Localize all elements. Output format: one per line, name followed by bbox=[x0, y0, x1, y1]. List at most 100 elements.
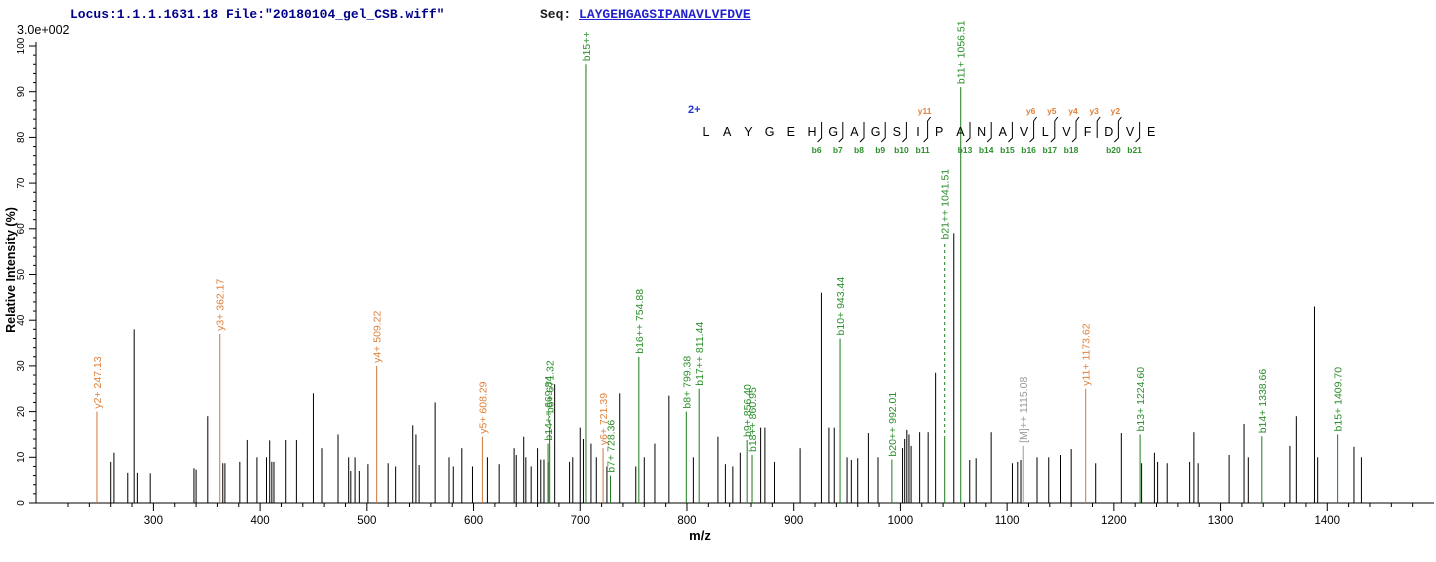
b-ion-tag: b20 bbox=[1106, 145, 1121, 155]
y-tick-label: 100 bbox=[16, 37, 27, 54]
base-peak-intensity-label: 3.0e+002 bbox=[17, 23, 70, 37]
y-ion-tag: y3 bbox=[1089, 106, 1099, 116]
residue-letter: V bbox=[1020, 125, 1029, 139]
y-ion-tag: y6 bbox=[1026, 106, 1036, 116]
y-tick-label: 30 bbox=[16, 360, 27, 372]
residue-letter: L bbox=[1042, 125, 1049, 139]
locus-file-label: Locus:1.1.1.1631.18 File:"20180104_gel_C… bbox=[70, 7, 445, 22]
axes bbox=[35, 42, 1434, 504]
cleavage-mark bbox=[1008, 122, 1013, 143]
fragment-label: b13+ 1224.60 bbox=[1135, 367, 1147, 432]
residue-letter: H bbox=[807, 125, 816, 139]
fragment-label: b15++ bbox=[581, 31, 593, 61]
fragment-label: y11+ 1173.62 bbox=[1081, 323, 1093, 386]
residue-letter: A bbox=[850, 125, 859, 139]
cleavage-mark bbox=[1071, 116, 1080, 143]
x-tick-label: 1400 bbox=[1314, 515, 1340, 527]
y-ion-tag: y4 bbox=[1068, 106, 1078, 116]
residue-letter: F bbox=[1084, 125, 1092, 139]
b-ion-tag: b6 bbox=[812, 145, 822, 155]
cleavage-mark bbox=[1096, 116, 1101, 138]
fragment-label: b7+ 728.36 bbox=[606, 420, 618, 473]
residue-letter: A bbox=[999, 125, 1008, 139]
y-tick-label: 70 bbox=[16, 177, 27, 189]
x-tick-label: 900 bbox=[784, 515, 803, 527]
b-ion-tag: b13 bbox=[958, 145, 973, 155]
residue-letter: N bbox=[977, 125, 986, 139]
residue-letter: A bbox=[956, 125, 965, 139]
fragment-label: b14++ 669.84 bbox=[543, 376, 555, 441]
fragment-label: b10+ 943.44 bbox=[835, 277, 847, 336]
fragment-label: b17++ 811.44 bbox=[694, 322, 706, 386]
residue-letter: A bbox=[723, 125, 732, 139]
fragment-label: b15+ 1409.70 bbox=[1333, 367, 1345, 432]
fragment-label: y3+ 362.17 bbox=[215, 278, 227, 330]
residue-letter: G bbox=[871, 125, 881, 139]
cleavage-mark bbox=[1114, 116, 1122, 143]
residue-letter: S bbox=[893, 125, 901, 139]
sequence-header: Seq: LAYGEHGAGSIPANAVLVFDVE bbox=[540, 7, 751, 22]
x-axis-title: m/z bbox=[689, 528, 711, 543]
y-tick-label: 90 bbox=[16, 86, 27, 98]
precursor-charge-label: 2+ bbox=[688, 104, 701, 116]
b-ion-tag: b16 bbox=[1021, 145, 1036, 155]
b-ion-tag: b10 bbox=[894, 145, 909, 155]
fragment-label: b20++ 992.01 bbox=[887, 392, 899, 457]
cleavage-mark bbox=[923, 116, 931, 143]
residue-letter: V bbox=[1126, 125, 1135, 139]
y-ion-tag: y5 bbox=[1047, 106, 1057, 116]
x-tick-label: 800 bbox=[677, 515, 696, 527]
fragment-label: b14+ 1338.66 bbox=[1257, 369, 1269, 434]
fragment-label: y5+ 608.29 bbox=[477, 381, 489, 433]
y-tick-label: 50 bbox=[16, 269, 27, 281]
fragment-label: b6+ 671.32 bbox=[545, 360, 557, 413]
residue-letter: E bbox=[1147, 125, 1155, 139]
y-ion-tag: y11 bbox=[918, 106, 932, 116]
b-ion-tag: b21 bbox=[1127, 145, 1142, 155]
fragment-label: b18++ 860.95 bbox=[747, 387, 759, 452]
y-tick-label: 40 bbox=[16, 314, 27, 326]
x-tick-label: 1200 bbox=[1101, 515, 1127, 527]
cleavage-mark bbox=[817, 122, 823, 143]
cleavage-mark bbox=[1135, 122, 1141, 143]
b-ion-tag: b18 bbox=[1064, 145, 1079, 155]
cleavage-mark bbox=[859, 122, 865, 143]
b-ion-tag: b14 bbox=[979, 145, 994, 155]
fragment-label: y2+ 247.13 bbox=[92, 356, 104, 408]
y-tick-label: 10 bbox=[16, 451, 27, 463]
y-axis-title: Relative Intensity (%) bbox=[4, 207, 18, 333]
sequence-link[interactable]: LAYGEHGAGSIPANAVLVFDVE bbox=[579, 7, 751, 22]
y-ion-tag: y2 bbox=[1111, 106, 1121, 116]
cleavage-mark bbox=[986, 122, 992, 143]
x-tick-label: 300 bbox=[144, 515, 163, 527]
fragment-label: b21++ 1041.51 bbox=[940, 169, 952, 240]
fragment-label: y6+ 721.39 bbox=[598, 393, 610, 445]
cleavage-mark bbox=[838, 122, 844, 143]
b-ion-tag: b11 bbox=[916, 145, 930, 155]
residue-letter: I bbox=[916, 125, 919, 139]
cleavage-mark bbox=[1050, 116, 1059, 143]
fragment-label: y4+ 509.22 bbox=[372, 310, 384, 362]
x-tick-label: 400 bbox=[251, 515, 270, 527]
fragment-label: b11+ 1056.51 bbox=[956, 20, 968, 84]
residue-letter: G bbox=[828, 125, 838, 139]
cleavage-mark bbox=[1029, 116, 1037, 143]
seq-label: Seq: bbox=[540, 7, 580, 22]
x-tick-label: 1300 bbox=[1208, 515, 1234, 527]
y-tick-label: 20 bbox=[16, 406, 27, 418]
residue-letter: L bbox=[703, 125, 710, 139]
residue-letter: E bbox=[787, 125, 795, 139]
fragment-label: b9+ 856.40 bbox=[742, 384, 754, 437]
fragment-label: b8+ 799.38 bbox=[681, 356, 693, 409]
b-ion-tag: b7 bbox=[833, 145, 843, 155]
y-tick-label: 60 bbox=[16, 223, 27, 235]
x-tick-label: 600 bbox=[464, 515, 483, 527]
cleavage-mark bbox=[880, 122, 886, 143]
x-tick-label: 500 bbox=[357, 515, 376, 527]
y-tick-label: 80 bbox=[16, 131, 27, 143]
x-tick-label: 700 bbox=[571, 515, 590, 527]
residue-letter: P bbox=[935, 125, 943, 139]
b-ion-tag: b8 bbox=[854, 145, 864, 155]
